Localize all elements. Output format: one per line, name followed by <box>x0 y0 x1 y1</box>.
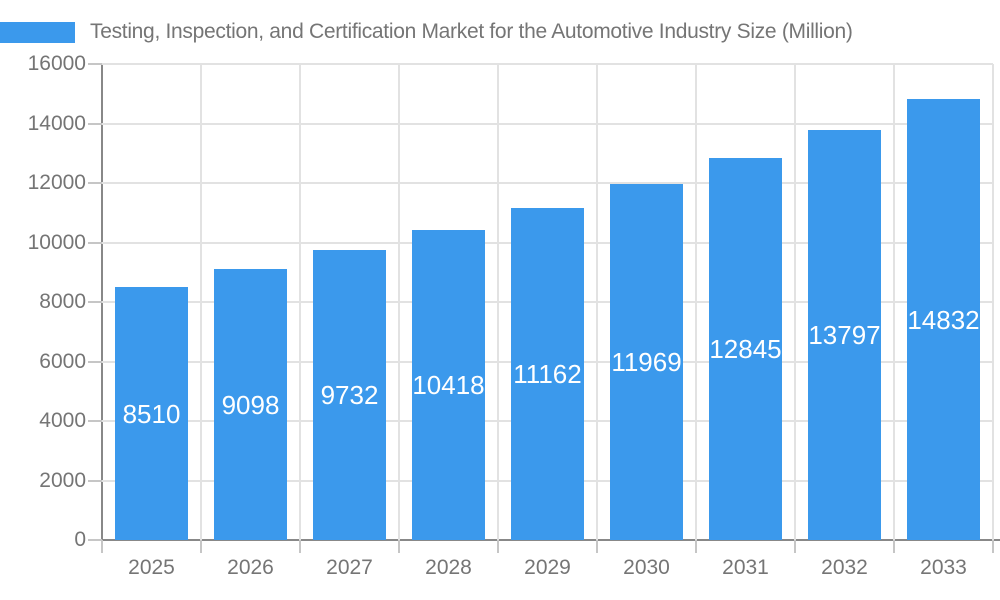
y-tick-mark <box>88 241 102 244</box>
bar[interactable]: 11162 <box>511 208 584 540</box>
legend-label: Testing, Inspection, and Certification M… <box>90 20 853 43</box>
x-tick-mark <box>497 540 499 553</box>
h-gridline <box>102 63 993 65</box>
bar-value-label: 10418 <box>412 370 485 400</box>
bar[interactable]: 14832 <box>907 99 980 540</box>
bar-value-label: 9732 <box>320 380 379 410</box>
bar-value-label: 8510 <box>122 398 181 429</box>
bar-value-label: 11162 <box>513 359 582 389</box>
plot-area: 8510 9098 9732 10418 11162 11969 12845 13797 148… <box>102 63 994 540</box>
y-tick-mark <box>88 360 102 363</box>
y-axis-line <box>101 64 103 553</box>
v-gridline <box>893 64 895 540</box>
x-tick-mark <box>794 540 796 553</box>
y-tick-label: 4000 <box>39 409 86 432</box>
x-tick-label: 2030 <box>623 556 670 579</box>
v-gridline <box>695 64 697 540</box>
y-tick-mark <box>88 63 102 65</box>
v-gridline <box>200 64 202 540</box>
x-tick-mark <box>893 540 895 553</box>
x-tick-mark <box>200 540 202 553</box>
v-gridline <box>794 64 796 540</box>
bar[interactable]: 9098 <box>214 269 287 540</box>
y-tick-label: 14000 <box>27 111 86 135</box>
x-tick-label: 2025 <box>128 556 175 579</box>
legend-item[interactable]: Testing, Inspection, and Certification M… <box>0 20 853 44</box>
v-gridline <box>992 64 994 540</box>
bar-value-label: 14832 <box>907 304 980 335</box>
x-tick-label: 2026 <box>227 556 274 579</box>
h-gridline <box>102 122 993 125</box>
x-axis-line <box>101 539 1000 541</box>
bar[interactable]: 13797 <box>808 130 881 540</box>
bar-value-label: 11969 <box>611 347 682 377</box>
y-tick-label: 8000 <box>39 290 86 313</box>
y-tick-mark <box>88 420 102 422</box>
x-tick-mark <box>101 540 103 553</box>
x-tick-label: 2027 <box>326 556 373 579</box>
bar[interactable]: 12845 <box>709 158 782 540</box>
v-gridline <box>398 64 400 540</box>
x-tick-mark <box>398 540 400 553</box>
bar[interactable]: 8510 <box>115 287 188 540</box>
y-tick-label: 2000 <box>39 468 86 492</box>
v-gridline <box>299 64 301 540</box>
bar[interactable]: 10418 <box>412 230 485 540</box>
x-tick-mark <box>992 540 994 553</box>
y-tick-mark <box>88 479 102 482</box>
y-tick-label: 0 <box>74 528 86 551</box>
bar-value-label: 12845 <box>709 334 782 364</box>
y-tick-label: 6000 <box>39 349 86 373</box>
legend-swatch <box>0 21 75 43</box>
x-tick-mark <box>299 540 301 553</box>
y-tick-mark <box>88 301 102 303</box>
x-tick-mark <box>695 540 697 553</box>
x-tick-mark <box>596 540 598 553</box>
bar[interactable]: 9732 <box>313 250 386 540</box>
y-tick-label: 12000 <box>27 171 86 194</box>
bar-value-label: 13797 <box>808 320 881 350</box>
bar[interactable]: 11969 <box>610 184 683 540</box>
x-tick-label: 2032 <box>821 556 868 579</box>
v-gridline <box>497 64 499 540</box>
y-tick-label: 16000 <box>27 52 86 75</box>
y-tick-mark <box>88 539 102 541</box>
v-gridline <box>596 64 598 540</box>
y-tick-mark <box>88 122 102 125</box>
y-tick-label: 10000 <box>27 230 86 254</box>
x-tick-label: 2029 <box>524 556 571 579</box>
x-tick-label: 2031 <box>722 556 769 579</box>
y-tick-mark <box>88 182 102 184</box>
bar-value-label: 9098 <box>221 389 280 420</box>
h-gridline <box>102 182 993 184</box>
x-tick-label: 2028 <box>425 556 472 579</box>
x-tick-label: 2033 <box>920 556 967 579</box>
